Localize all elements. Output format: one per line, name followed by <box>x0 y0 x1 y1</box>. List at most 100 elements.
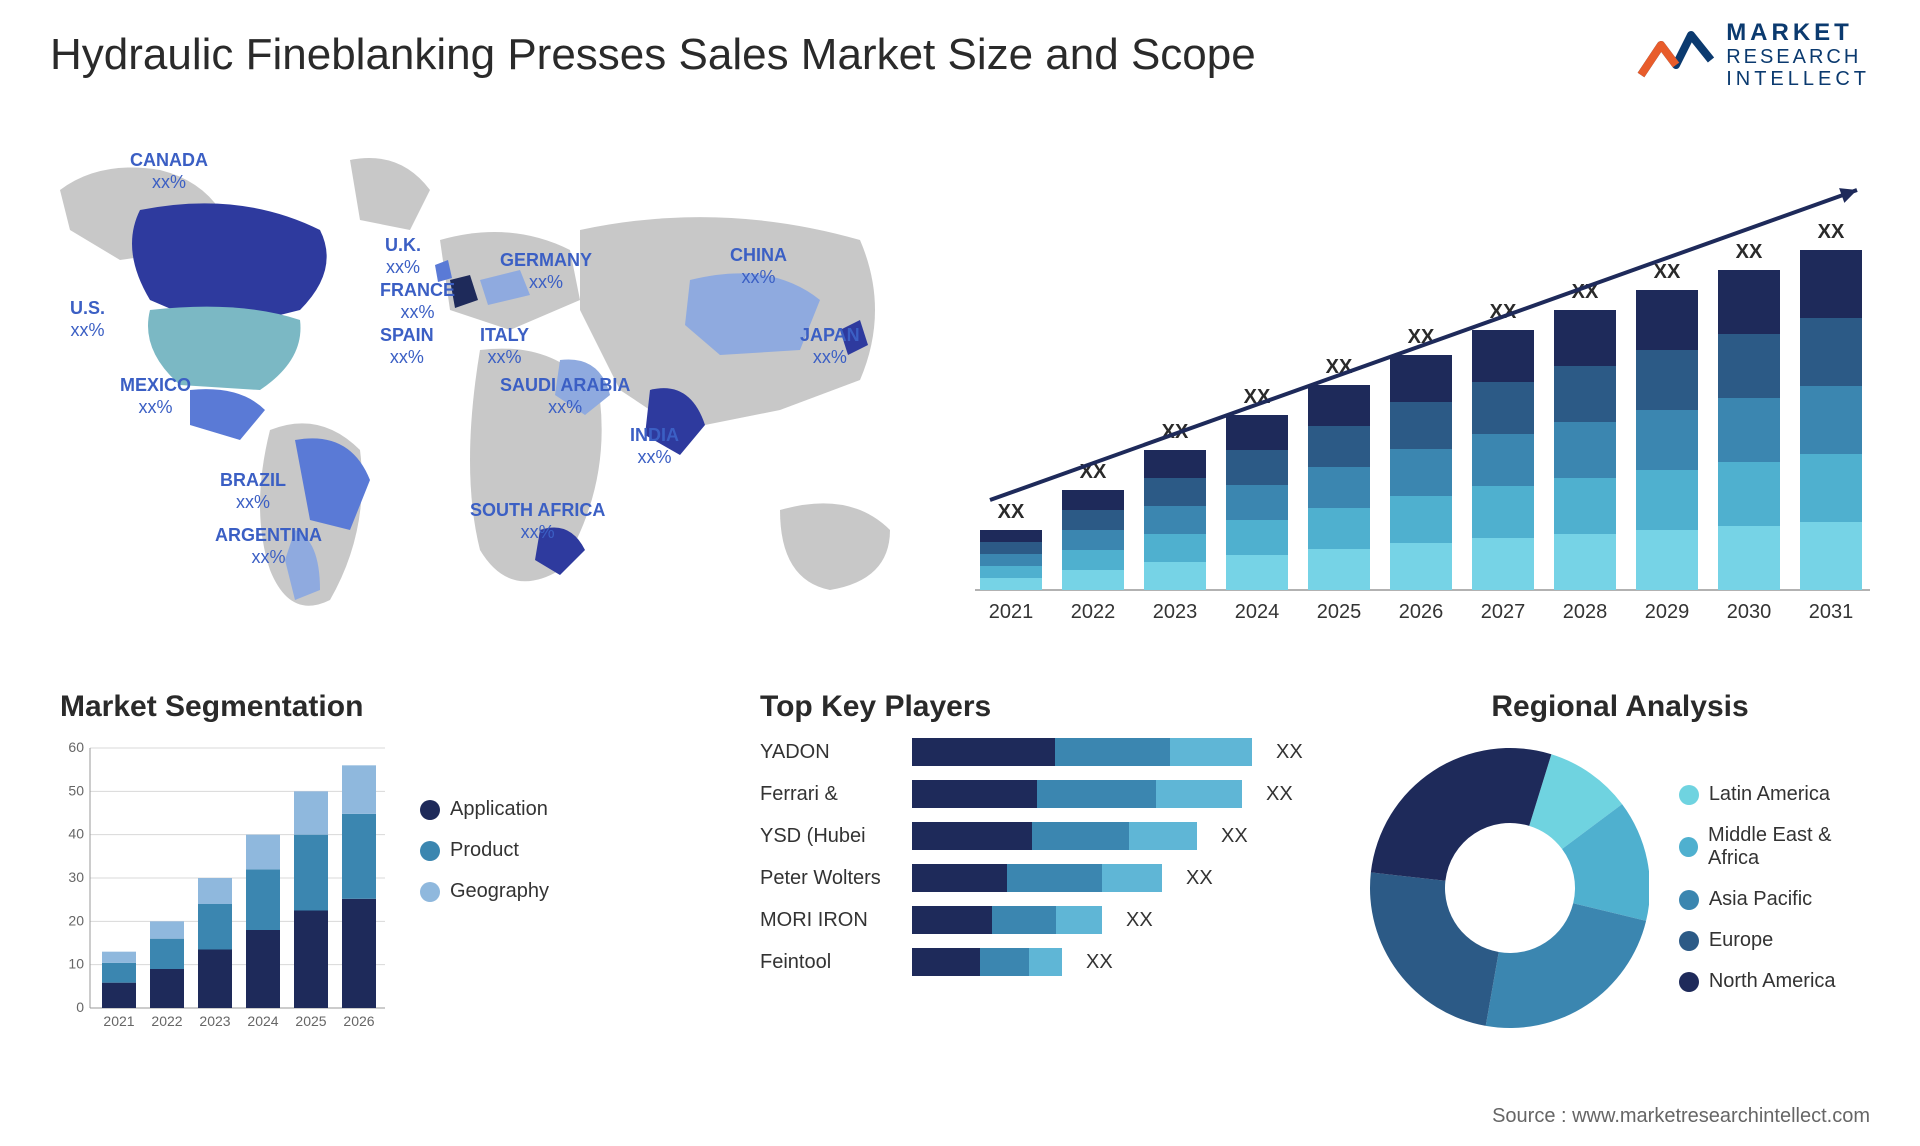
logo-text-1: MARKET <box>1726 20 1870 46</box>
legend-label: Asia Pacific <box>1709 888 1812 911</box>
map-label-u-k-: U.K.xx% <box>385 235 421 278</box>
map-label-argentina: ARGENTINAxx% <box>215 525 322 568</box>
svg-text:30: 30 <box>68 869 84 885</box>
player-bar-seg <box>1156 780 1242 808</box>
legend-label: Geography <box>450 880 549 903</box>
player-bar-seg <box>1056 906 1102 934</box>
map-label-canada: CANADAxx% <box>130 150 208 193</box>
svg-text:0: 0 <box>76 999 84 1015</box>
segmentation-heading: Market Segmentation <box>60 690 590 724</box>
players-heading: Top Key Players <box>760 690 1320 724</box>
legend-label: Product <box>450 839 519 862</box>
player-bar <box>912 906 1102 934</box>
map-label-china: CHINAxx% <box>730 245 787 288</box>
player-bar-seg <box>1129 822 1197 850</box>
svg-text:XX: XX <box>998 501 1025 523</box>
player-value: XX <box>1266 783 1293 806</box>
player-row: Peter Wolters XX <box>760 864 1320 892</box>
svg-text:2025: 2025 <box>295 1013 326 1029</box>
regional-section: Regional Analysis Latin America Middle Ea… <box>1360 690 1880 1038</box>
svg-text:2030: 2030 <box>1727 601 1772 623</box>
seg-legend-item: Geography <box>420 880 549 903</box>
map-label-france: FRANCExx% <box>380 280 455 323</box>
regional-legend-item: Europe <box>1679 929 1880 952</box>
legend-swatch <box>420 882 440 902</box>
svg-text:2026: 2026 <box>1399 601 1444 623</box>
player-bar-seg <box>1055 738 1171 766</box>
svg-text:2025: 2025 <box>1317 601 1362 623</box>
player-bar-seg <box>980 948 1030 976</box>
player-bar-seg <box>912 822 1032 850</box>
seg-legend-item: Application <box>420 798 549 821</box>
player-bar-seg <box>912 864 1007 892</box>
player-value: XX <box>1276 741 1303 764</box>
map-label-italy: ITALYxx% <box>480 325 529 368</box>
map-label-india: INDIAxx% <box>630 425 679 468</box>
player-bar-seg <box>912 948 980 976</box>
svg-text:60: 60 <box>68 739 84 755</box>
logo-text-3: INTELLECT <box>1726 68 1870 90</box>
svg-text:2026: 2026 <box>343 1013 374 1029</box>
brand-logo: MARKET RESEARCH INTELLECT <box>1636 20 1870 90</box>
map-label-germany: GERMANYxx% <box>500 250 592 293</box>
svg-text:2022: 2022 <box>151 1013 182 1029</box>
player-row: FeintoolXX <box>760 948 1320 976</box>
seg-legend-item: Product <box>420 839 549 862</box>
legend-swatch <box>1679 931 1699 951</box>
svg-text:40: 40 <box>68 826 84 842</box>
player-bar-seg <box>992 906 1057 934</box>
legend-label: Europe <box>1709 929 1774 952</box>
legend-label: Middle East & Africa <box>1708 824 1880 870</box>
svg-text:2021: 2021 <box>103 1013 134 1029</box>
player-row: YSD (HubeiXX <box>760 822 1320 850</box>
svg-text:XX: XX <box>1818 221 1845 243</box>
svg-text:20: 20 <box>68 912 84 928</box>
segmentation-section: Market Segmentation 01020304050602021202… <box>60 690 590 1038</box>
legend-swatch <box>1679 890 1699 910</box>
player-bar-seg <box>1029 948 1062 976</box>
player-bar-seg <box>1102 864 1162 892</box>
player-label: Ferrari & <box>760 783 900 806</box>
logo-icon <box>1636 25 1716 85</box>
logo-text-2: RESEARCH <box>1726 46 1870 68</box>
map-label-spain: SPAINxx% <box>380 325 434 368</box>
legend-swatch <box>1679 785 1699 805</box>
player-label: YADON <box>760 741 900 764</box>
player-row: Ferrari & XX <box>760 780 1320 808</box>
regional-heading: Regional Analysis <box>1360 690 1880 724</box>
main-bar-chart: XX2021XX2022XX2023XX2024XX2025XX2026XX20… <box>960 140 1880 640</box>
player-row: YADON XX <box>760 738 1320 766</box>
regional-legend-item: North America <box>1679 970 1880 993</box>
main-chart-svg: XX2021XX2022XX2023XX2024XX2025XX2026XX20… <box>960 140 1880 640</box>
regional-legend-item: Latin America <box>1679 783 1880 806</box>
player-bar-seg <box>1170 738 1252 766</box>
page-title: Hydraulic Fineblanking Presses Sales Mar… <box>50 30 1256 80</box>
player-bar-seg <box>1037 780 1156 808</box>
player-row: MORI IRONXX <box>760 906 1320 934</box>
player-bar-seg <box>1007 864 1102 892</box>
source-text: Source : www.marketresearchintellect.com <box>1492 1105 1870 1128</box>
regional-legend: Latin America Middle East & Africa Asia Pa… <box>1679 783 1880 993</box>
legend-swatch <box>1679 972 1699 992</box>
player-value: XX <box>1126 909 1153 932</box>
regional-donut <box>1360 738 1649 1038</box>
player-label: Peter Wolters <box>760 867 900 890</box>
svg-text:XX: XX <box>1736 241 1763 263</box>
player-label: Feintool <box>760 951 900 974</box>
player-bar <box>912 822 1197 850</box>
map-label-mexico: MEXICOxx% <box>120 375 191 418</box>
svg-text:2028: 2028 <box>1563 601 1608 623</box>
svg-text:2023: 2023 <box>199 1013 230 1029</box>
player-label: YSD (Hubei <box>760 825 900 848</box>
players-section: Top Key Players YADON XX Ferrari & XX YSD (H… <box>760 690 1320 990</box>
svg-text:2022: 2022 <box>1071 601 1116 623</box>
svg-text:50: 50 <box>68 782 84 798</box>
legend-label: Latin America <box>1709 783 1830 806</box>
svg-text:2029: 2029 <box>1645 601 1690 623</box>
players-list: YADONXXFerrari &XXYSD (HubeiXXPeter Wolt… <box>760 738 1320 976</box>
player-bar-seg <box>1032 822 1129 850</box>
regional-legend-item: Middle East & Africa <box>1679 824 1880 870</box>
player-value: XX <box>1186 867 1213 890</box>
map-label-south-africa: SOUTH AFRICAxx% <box>470 500 605 543</box>
player-bar <box>912 780 1242 808</box>
